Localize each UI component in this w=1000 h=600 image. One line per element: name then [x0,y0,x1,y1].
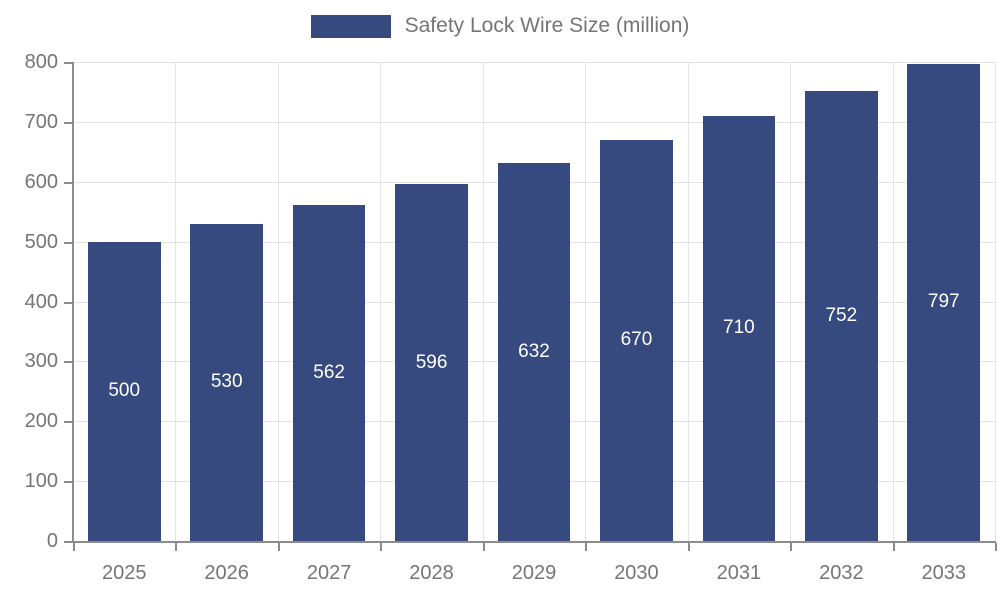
y-tick-label: 800 [24,51,58,73]
x-tick-mark [688,543,690,551]
bar-2031[interactable]: 710 [702,115,776,541]
y-tick-mark [64,121,72,124]
y-tick-label: 300 [24,350,58,373]
y-axis-line [72,62,74,543]
x-tick-mark [790,543,792,551]
x-tick-label: 2031 [716,562,762,584]
bar-value-label: 710 [723,317,755,339]
y-tick-mark [64,181,72,184]
y-tick-mark [64,361,72,364]
x-tick-mark [278,543,280,551]
y-tick-mark [64,481,72,484]
gridline-vertical [175,62,176,541]
y-tick-label: 0 [46,530,58,552]
x-axis-line [72,541,996,543]
gridline-vertical [585,62,586,541]
bar-value-label: 752 [825,304,858,326]
gridline-vertical [688,62,689,541]
gridline-vertical [995,62,996,541]
y-tick-label: 600 [24,170,58,193]
y-tick-mark [64,541,72,543]
legend-label: Safety Lock Wire Size (million) [404,14,690,37]
x-tick-label: 2029 [511,562,557,584]
y-tick-mark [64,241,72,244]
x-tick-label: 2028 [409,562,454,584]
x-tick-label: 2025 [101,562,147,584]
gridline-vertical [278,62,279,541]
x-tick-mark [585,543,587,551]
legend[interactable]: Safety Lock Wire Size (million) [0,14,1000,38]
bar-2033[interactable]: 797 [907,63,981,541]
x-tick-mark [175,543,177,551]
gridline-vertical [380,62,381,541]
x-tick-label: 2032 [819,562,864,584]
x-tick-mark [483,543,485,551]
gridline-vertical [483,62,484,541]
x-tick-mark [995,543,997,551]
y-tick-mark [64,62,72,64]
bar-value-label: 632 [518,340,550,362]
bar-2030[interactable]: 670 [600,139,673,541]
x-tick-label: 2030 [614,562,659,584]
bar-value-label: 670 [620,329,653,351]
bar-2028[interactable]: 596 [395,184,468,541]
gridline-vertical [893,62,894,541]
x-tick-label: 2027 [306,562,352,584]
x-tick-mark [893,543,895,551]
bar-2025[interactable]: 500 [87,241,161,541]
bar-2032[interactable]: 752 [804,90,878,541]
x-tick-mark [73,543,75,551]
y-tick-label: 700 [24,110,58,133]
bar-value-label: 596 [415,351,448,373]
gridline-horizontal [73,62,995,63]
legend-swatch-icon [310,14,391,38]
bar-2027[interactable]: 562 [292,204,366,541]
y-tick-mark [64,421,72,424]
bar-value-label: 500 [108,380,141,402]
bar-value-label: 562 [313,361,345,383]
bar-2029[interactable]: 632 [497,162,571,541]
gridline-vertical [790,62,791,541]
x-tick-mark [380,543,382,551]
bar-value-label: 530 [210,371,243,393]
y-tick-label: 500 [24,230,58,253]
y-tick-label: 100 [24,470,58,493]
y-tick-label: 400 [24,290,58,313]
y-tick-label: 200 [24,410,58,433]
bar-2026[interactable]: 530 [190,223,264,541]
x-tick-label: 2033 [921,562,967,584]
y-tick-mark [64,301,72,304]
bar-value-label: 797 [927,291,960,313]
gridline-horizontal [73,121,995,123]
x-tick-label: 2026 [204,562,249,584]
